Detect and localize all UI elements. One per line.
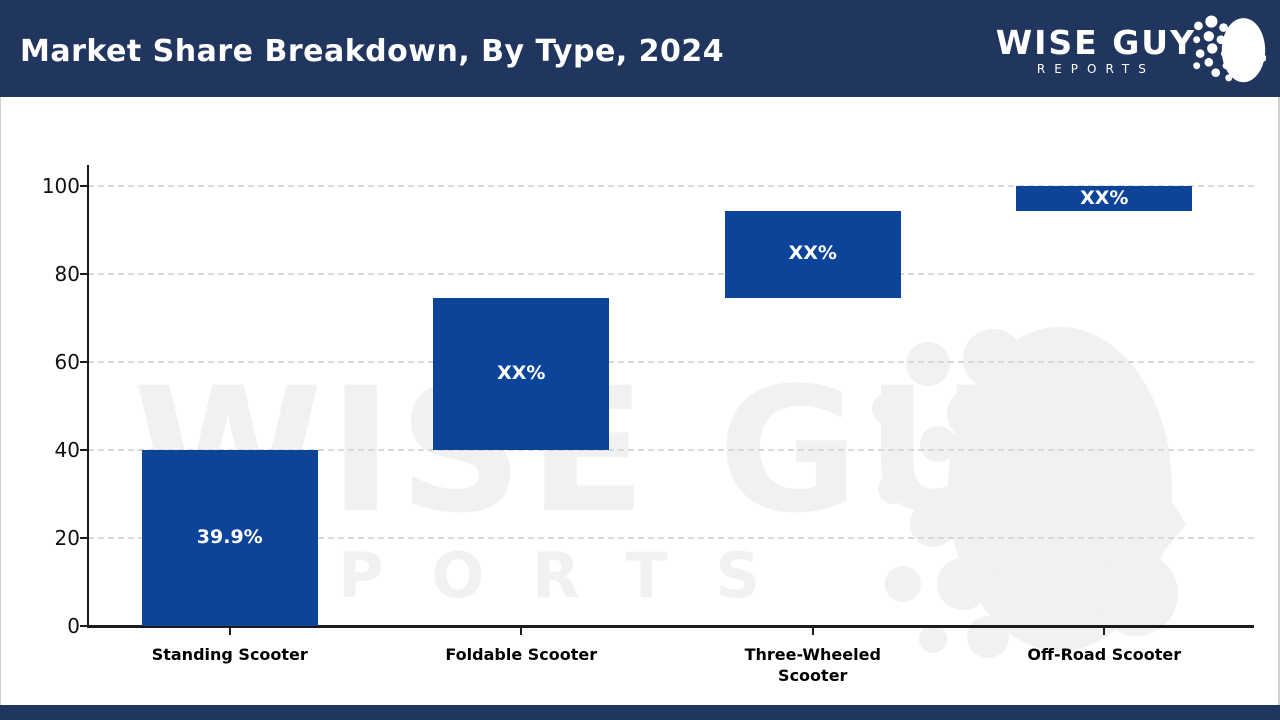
bar — [724, 211, 901, 298]
wiseguy-logo: WISE GUY REPORTS — [996, 8, 1266, 90]
x-axis — [88, 625, 1254, 628]
left-edge-border — [0, 97, 1, 705]
y-tick-label: 100 — [41, 174, 80, 198]
logo-reports-label: REPORTS — [1036, 62, 1155, 76]
bar-value-label: XX% — [1080, 186, 1129, 209]
y-tick-label: 0 — [67, 614, 80, 638]
x-tick-label: Three-Wheeled Scooter — [744, 645, 881, 685]
y-tick-label: 20 — [54, 526, 80, 550]
gridline — [88, 273, 1254, 275]
x-axis-tick — [1103, 627, 1106, 635]
x-axis-tick — [520, 627, 523, 635]
x-axis-tick — [228, 627, 231, 635]
head-dots-icon — [1193, 15, 1266, 83]
x-tick-label: Standing Scooter — [151, 645, 308, 664]
bar-value-label: XX% — [497, 362, 546, 385]
gridline — [88, 361, 1254, 363]
y-axis-tick — [80, 361, 88, 363]
y-tick-label: 60 — [54, 350, 80, 374]
y-axis-tick — [80, 273, 88, 275]
chart-area: WISE GUY REPORTS 0 20 40 60 80 100 39.9% Standi… — [0, 97, 1280, 705]
logo-wiseguy-label: WISE GUY — [995, 23, 1196, 62]
gridline — [88, 185, 1254, 187]
y-axis-tick — [80, 625, 88, 627]
gridline — [88, 537, 1254, 539]
wiseguy-logo-text: WISE GUY REPORTS — [996, 26, 1196, 77]
y-axis-tick — [80, 537, 88, 539]
watermark-head-icon — [872, 327, 1186, 658]
bar — [141, 450, 318, 626]
y-axis-tick — [80, 449, 88, 451]
x-tick-label: Foldable Scooter — [445, 645, 598, 664]
footer-bar — [0, 705, 1280, 720]
right-edge-border — [1278, 97, 1280, 705]
page-title: Market Share Breakdown, By Type, 2024 — [20, 34, 725, 69]
y-axis-tick — [80, 185, 88, 187]
header-bar: Market Share Breakdown, By Type, 2024 WI… — [0, 0, 1280, 97]
bar — [433, 297, 610, 451]
y-axis — [87, 165, 89, 628]
bar — [1016, 186, 1193, 212]
bar-value-label: 39.9% — [196, 526, 263, 549]
x-tick-label: Off-Road Scooter — [1027, 645, 1182, 664]
y-tick-label: 40 — [54, 438, 80, 462]
gridline — [88, 449, 1254, 451]
bar-value-label: XX% — [788, 242, 837, 265]
x-axis-tick — [811, 627, 814, 635]
y-tick-label: 80 — [54, 262, 80, 286]
